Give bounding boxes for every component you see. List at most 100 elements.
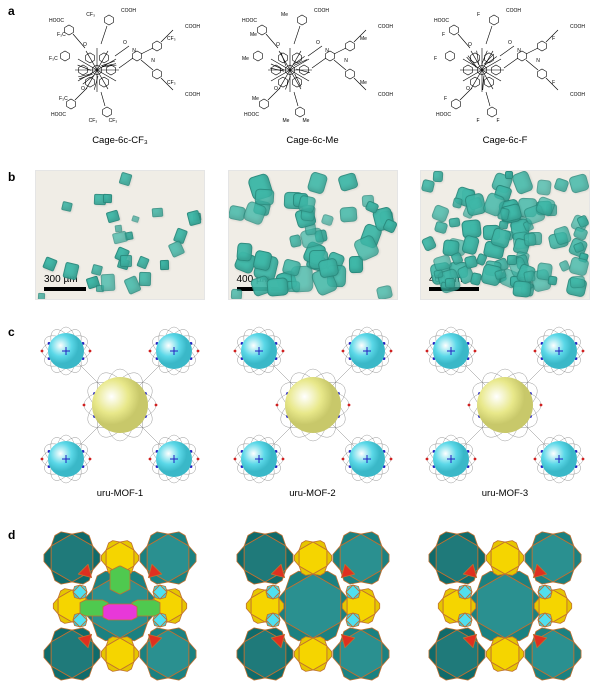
svg-text:N: N — [132, 48, 136, 54]
crystal-blob — [38, 293, 45, 300]
mof-diagram-2 — [228, 325, 398, 485]
crystal-blob — [568, 173, 590, 194]
panel-b3: 400 µm — [420, 170, 590, 300]
svg-text:O: O — [316, 40, 320, 46]
caption-c3: uru-MOF-3 — [482, 488, 528, 499]
svg-text:Me: Me — [242, 56, 249, 62]
crystal-blob — [307, 171, 329, 195]
panel-b2: 400 µm — [228, 170, 398, 300]
panel-b1: 300 µm — [35, 170, 205, 300]
crystal-blob — [120, 255, 132, 267]
crystal-blob — [254, 189, 274, 206]
crystal-blob — [101, 274, 116, 291]
caption-c2: uru-MOF-2 — [289, 488, 335, 499]
svg-text:CF₃: CF₃ — [167, 36, 176, 42]
row-c: uru-MOF-1 uru-MOF-2 uru-MOF-3 — [35, 325, 590, 499]
crystal-blob — [43, 256, 58, 272]
svg-text:Me: Me — [360, 36, 367, 42]
crystal-blob — [470, 272, 483, 286]
svg-text:O: O — [83, 42, 87, 48]
svg-text:F: F — [552, 80, 555, 86]
micrograph-1: 300 µm — [35, 170, 205, 300]
micrograph-2: 400 µm — [228, 170, 398, 300]
svg-text:HOOC: HOOC — [242, 18, 257, 24]
crystal-blob — [548, 275, 559, 285]
row-b: 300 µm 400 µm 400 µm — [35, 170, 590, 300]
svg-text:COOH: COOH — [185, 92, 200, 98]
svg-text:N: N — [517, 48, 521, 54]
svg-text:F₃C: F₃C — [49, 56, 58, 62]
svg-text:COOH: COOH — [378, 24, 393, 30]
tiling-diagram-1 — [35, 528, 205, 683]
svg-text:O: O — [123, 40, 127, 46]
crystal-blob — [288, 234, 302, 248]
svg-text:Me: Me — [252, 96, 259, 102]
svg-text:O: O — [468, 42, 472, 48]
crystal-blob — [449, 217, 461, 228]
crystal-blob — [513, 280, 533, 297]
svg-text:COOH: COOH — [570, 92, 585, 98]
svg-text:N: N — [325, 48, 329, 54]
crystal-blob — [433, 221, 448, 235]
svg-text:Me: Me — [250, 32, 257, 38]
row-label-c: c — [8, 325, 15, 339]
svg-text:CF₃: CF₃ — [86, 12, 95, 18]
svg-text:COOH: COOH — [314, 8, 329, 14]
panel-a3: COOHCOOHFFNNOHOOCFFHOOCFCOOHFOOFF Cage-6… — [420, 4, 590, 146]
svg-text:COOH: COOH — [378, 92, 393, 98]
panel-d2 — [228, 528, 398, 683]
svg-text:COOH: COOH — [185, 24, 200, 30]
svg-text:HOOC: HOOC — [436, 112, 451, 118]
crystal-blob — [452, 197, 463, 209]
chem-structure-3: COOHCOOHFFNNOHOOCFFHOOCFCOOHFOOFF — [420, 4, 590, 132]
svg-text:O: O — [466, 86, 470, 92]
crystal-blob — [321, 213, 334, 225]
svg-text:F: F — [477, 12, 480, 18]
crystal-blob — [138, 272, 150, 286]
crystal-blob — [339, 206, 357, 222]
crystal-blob — [160, 260, 169, 271]
caption-a2: Cage-6c-Me — [286, 135, 338, 146]
crystal-blob — [266, 278, 288, 297]
svg-text:O: O — [508, 40, 512, 46]
crystal-blob — [511, 170, 534, 195]
panel-c2: uru-MOF-2 — [228, 325, 398, 499]
mof-diagram-1 — [35, 325, 205, 485]
svg-text:O: O — [81, 86, 85, 92]
crystal-blob — [554, 177, 570, 192]
chem-structure-2: COOHCOOHMeMeNNOHOOCMeMeHOOCMeCOOHMeOOMeM… — [228, 4, 398, 132]
svg-text:HOOC: HOOC — [244, 112, 259, 118]
crystal-blob — [337, 171, 359, 191]
crystal-blob — [231, 289, 243, 300]
svg-text:HOOC: HOOC — [51, 112, 66, 118]
crystal-blob — [137, 256, 151, 270]
crystal-blob — [536, 180, 552, 196]
caption-a1: Cage-6c-CF₃ — [92, 135, 148, 146]
svg-text:F: F — [442, 32, 445, 38]
panel-d3 — [420, 528, 590, 683]
svg-text:Me: Me — [281, 12, 288, 18]
svg-text:COOH: COOH — [570, 24, 585, 30]
caption-c1: uru-MOF-1 — [97, 488, 143, 499]
figure-root: a b c d COOHCOOHCF₃CF₃NNOHOOCF₃CF₃CHOOCF… — [0, 0, 600, 690]
svg-text:O: O — [276, 42, 280, 48]
crystal-blob — [463, 255, 478, 270]
svg-text:N: N — [151, 58, 155, 64]
svg-text:CF₃: CF₃ — [167, 80, 176, 86]
crystal-blob — [119, 172, 133, 187]
crystal-blob — [444, 277, 454, 287]
svg-text:F: F — [476, 118, 479, 124]
crystal-blob — [506, 255, 516, 265]
micrograph-3: 400 µm — [420, 170, 590, 300]
crystal-blob — [237, 243, 253, 262]
crystal-blob — [382, 218, 397, 234]
svg-text:F: F — [552, 36, 555, 42]
row-a: COOHCOOHCF₃CF₃NNOHOOCF₃CF₃CHOOCF₃CCOOHCF… — [35, 4, 590, 146]
svg-text:HOOC: HOOC — [49, 18, 64, 24]
crystal-blob — [420, 235, 437, 252]
svg-text:COOH: COOH — [121, 8, 136, 14]
svg-text:F₃C: F₃C — [57, 32, 66, 38]
caption-a3: Cage-6c-F — [483, 135, 528, 146]
svg-text:HOOC: HOOC — [434, 18, 449, 24]
panel-a2: COOHCOOHMeMeNNOHOOCMeMeHOOCMeCOOHMeOOMeM… — [228, 4, 398, 146]
